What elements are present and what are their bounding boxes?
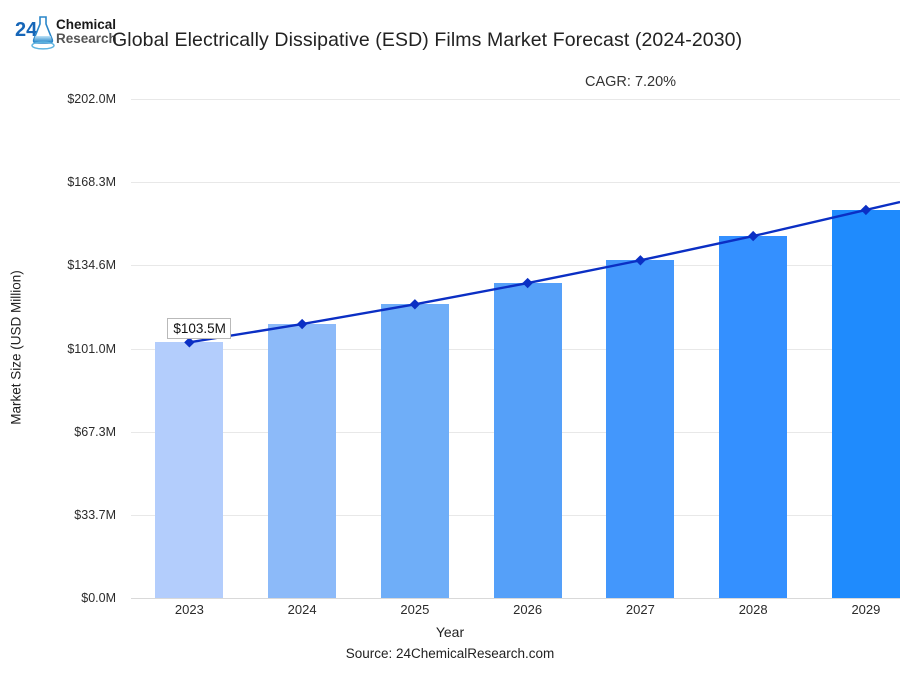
gridline [131, 99, 900, 100]
gridline [131, 598, 900, 599]
x-axis-tick-label: 2029 [851, 602, 881, 617]
bar-2028[interactable] [719, 236, 788, 598]
svg-text:Research: Research [56, 31, 117, 46]
x-axis-tick-label: 2026 [513, 602, 543, 617]
chart-title: Global Electrically Dissipative (ESD) Fi… [112, 29, 743, 51]
x-axis-tick-label: 2028 [738, 602, 768, 617]
y-axis-tick-label: $168.3M [67, 175, 116, 190]
bar-2024[interactable] [268, 324, 337, 598]
source-caption: Source: 24ChemicalResearch.com [345, 646, 555, 661]
x-axis-title: Year [435, 624, 465, 640]
y-axis-tick-label: $202.0M [67, 92, 116, 106]
y-axis-tick-label: $0.0M [81, 591, 116, 605]
data-label-2023: $103.5M [167, 318, 231, 340]
bar-2027[interactable] [606, 260, 675, 598]
bar-2025[interactable] [380, 304, 449, 598]
brand-logo: 24 Chemical Research [14, 12, 119, 52]
cagr-annotation: CAGR: 7.20% [585, 74, 677, 90]
bar-2026[interactable] [493, 283, 562, 598]
bar-series [131, 99, 900, 598]
x-axis-tick-label: 2024 [287, 602, 317, 617]
y-axis-tick-label: $101.0M [67, 341, 116, 356]
y-axis-tick-label: $134.6M [67, 258, 116, 273]
x-axis-tick-label: 2025 [400, 602, 430, 617]
x-axis-tick-labels: 2023 2024 2025 2026 2027 2028 2029 [131, 600, 900, 626]
y-axis-tick-labels: $0.0M $33.7M $67.3M $101.0M $134.6M $168.3M $2… [0, 92, 124, 605]
bar-2029[interactable] [831, 209, 900, 598]
x-axis-tick-label: 2023 [174, 602, 204, 617]
gridline [131, 182, 900, 184]
bar-2023[interactable] [155, 342, 224, 598]
y-axis-tick-label: $33.7M [74, 507, 116, 522]
svg-text:24: 24 [15, 19, 38, 41]
plot-area [131, 99, 900, 599]
svg-text:Chemical: Chemical [56, 17, 116, 32]
x-axis-tick-label: 2027 [625, 602, 655, 617]
y-axis-tick-label: $67.3M [74, 424, 116, 439]
